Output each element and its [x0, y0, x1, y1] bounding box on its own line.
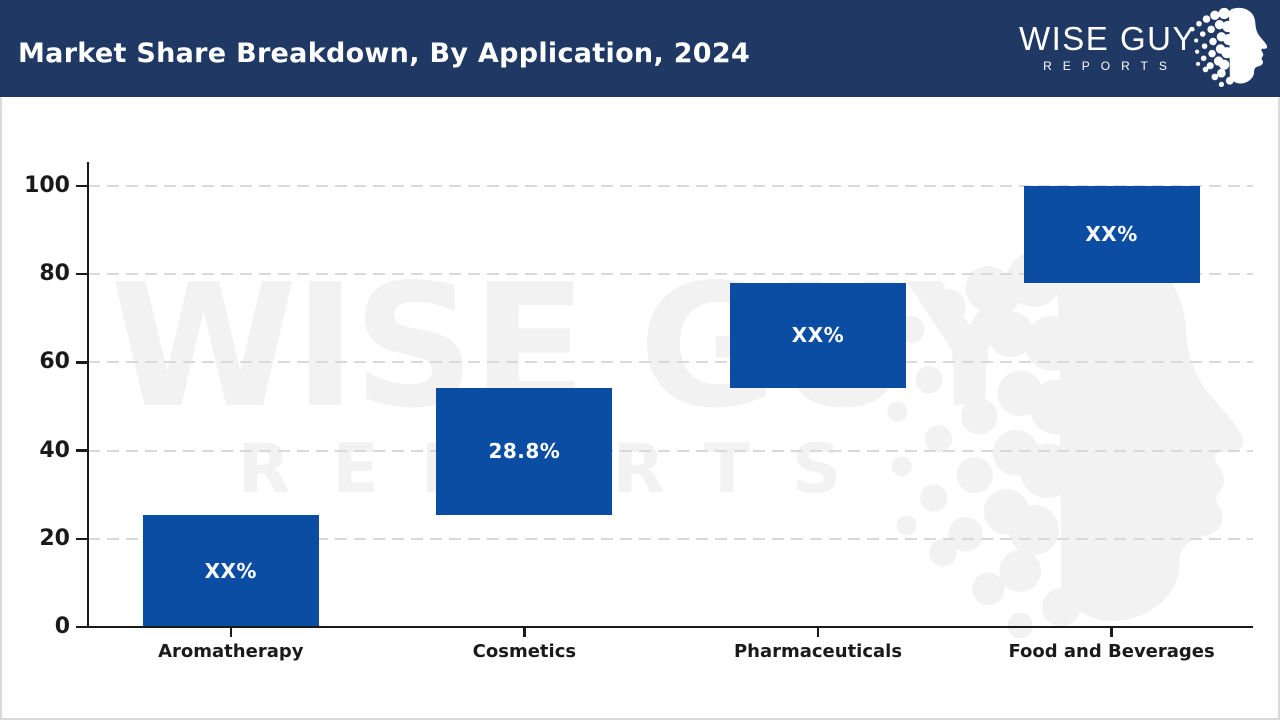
y-axis-tick-label-0: 0 — [54, 614, 70, 639]
bar-segment-aromatherapy: XX% — [142, 514, 319, 627]
brand-logo-text: WISE GUY REPORTS — [1019, 22, 1196, 73]
y-axis-tick-40 — [76, 449, 88, 452]
gridline-100 — [88, 185, 1253, 187]
x-axis-category-label-aromatherapy: Aromatherapy — [158, 641, 304, 662]
logo-wordmark: WISE GUY — [1018, 20, 1196, 57]
bar-segment-cosmetics: 28.8% — [436, 387, 613, 515]
y-axis-tick-80 — [76, 272, 88, 276]
brand-logo: WISE GUY REPORTS — [1019, 6, 1274, 94]
bar-segment-food-and-beverages: XX% — [1023, 186, 1200, 283]
y-axis-tick-0 — [76, 625, 88, 629]
y-axis-tick-20 — [76, 537, 88, 541]
y-axis-tick-label-40: 40 — [39, 437, 70, 463]
x-axis-category-label-food-and-beverages: Food and Beverages — [1008, 641, 1215, 662]
y-axis-tick-label-20: 20 — [39, 525, 70, 551]
x-axis-tick-food-and-beverages — [1110, 628, 1113, 637]
x-axis-tick-aromatherapy — [229, 628, 233, 637]
bar-value-label: XX% — [1085, 222, 1138, 247]
dot-face-logo-icon — [1190, 7, 1268, 88]
gridline-20 — [88, 537, 1253, 540]
bar-value-label: 28.8% — [488, 439, 561, 464]
x-axis-spine — [86, 625, 1253, 628]
y-axis-tick-100 — [76, 184, 88, 188]
bar-value-label: XX% — [204, 558, 257, 583]
bar-segment-pharmaceuticals: XX% — [730, 282, 906, 388]
gridline-60 — [88, 361, 1253, 364]
y-axis-spine — [86, 162, 89, 628]
header-bar: Market Share Breakdown, By Application, … — [0, 0, 1280, 97]
x-axis-category-label-cosmetics: Cosmetics — [472, 641, 577, 662]
x-axis-category-label-pharmaceuticals: Pharmaceuticals — [733, 641, 903, 662]
page-title: Market Share Breakdown, By Application, … — [18, 38, 751, 69]
gridline-80 — [88, 273, 1253, 276]
logo-subtext: REPORTS — [1043, 59, 1178, 73]
bottom-edge-border — [0, 718, 1280, 720]
right-edge-border — [1278, 97, 1280, 720]
y-axis-tick-60 — [76, 361, 88, 364]
x-axis-tick-pharmaceuticals — [816, 628, 820, 637]
bar-value-label: XX% — [791, 323, 845, 348]
gridline-40 — [88, 449, 1253, 452]
y-axis-tick-label-60: 60 — [39, 349, 70, 375]
x-axis-tick-cosmetics — [523, 628, 526, 637]
left-edge-border — [0, 97, 2, 720]
y-axis-tick-label-100: 100 — [24, 173, 70, 198]
y-axis-tick-label-80: 80 — [39, 261, 70, 287]
